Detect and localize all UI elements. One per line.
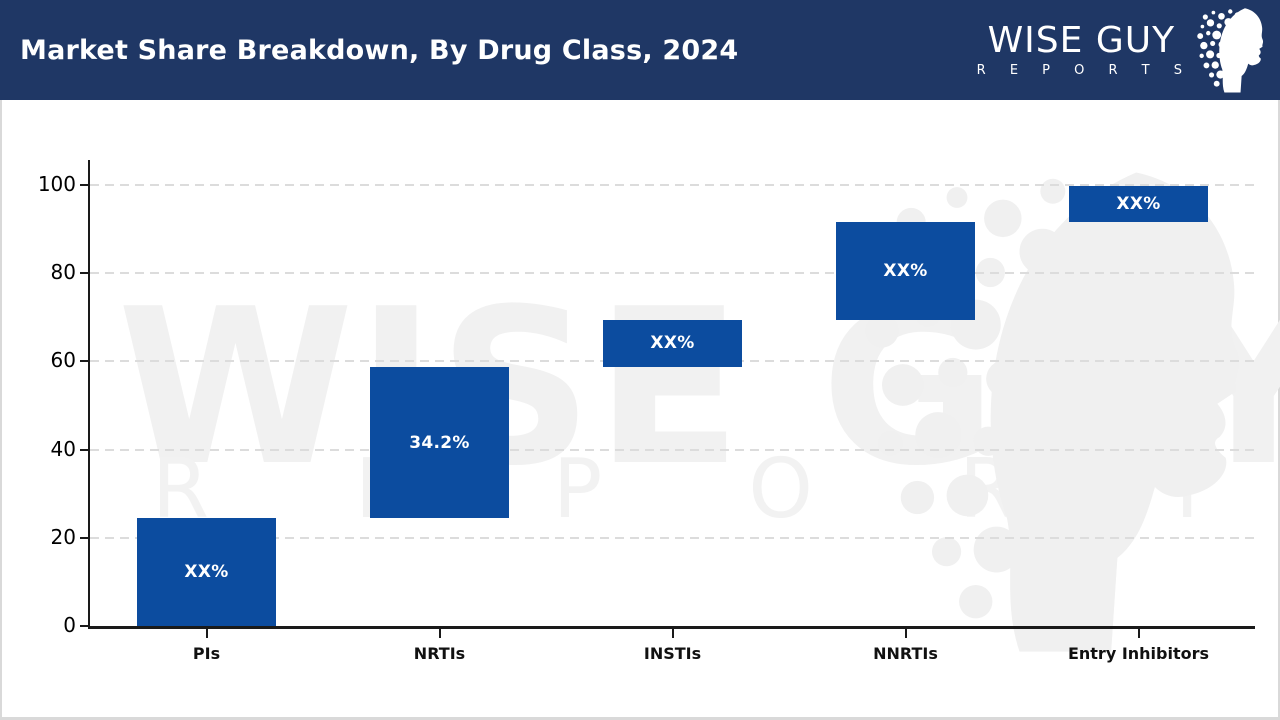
bar-label-entry-inhibitors: XX% [1116,194,1161,215]
wiseguy-wordmark-reports: R E P O R T S [976,63,1192,78]
x-tick-3 [904,629,907,638]
y-tick-100 [80,184,88,186]
header-bar: Market Share Breakdown, By Drug Class, 2… [0,0,1280,100]
y-tick-60 [80,360,88,363]
y-tick-40 [80,448,88,451]
x-tick-1 [438,629,441,638]
y-tick-label-80: 80 [50,260,76,285]
wiseguy-wordmark: WISE GUY R E P O R T S [971,20,1192,79]
bar-label-pis: XX% [184,561,229,582]
wiseguy-wordmark-main: WISE GUY [987,20,1176,61]
x-axis [88,626,1255,629]
bar-entry-inhibitors: XX% [1069,185,1208,223]
bar-pis: XX% [137,517,276,626]
gridline-40 [90,448,1255,451]
x-tick-0 [205,629,208,638]
gridline-80 [90,272,1255,275]
bar-label-instis: XX% [650,333,695,354]
bar-nrtis: 34.2% [370,367,509,518]
bar-nnrtis: XX% [836,222,975,320]
head-dots-icon [1197,8,1264,93]
y-tick-0 [80,625,88,627]
y-axis [88,160,90,629]
y-tick-20 [80,536,88,539]
gridline-100 [90,184,1255,186]
x-tick-label-0: PIs [192,644,221,663]
x-tick-label-2: INSTIs [643,644,702,663]
x-tick-2 [671,629,674,638]
page-title: Market Share Breakdown, By Drug Class, 2… [20,34,739,66]
gridline-20 [90,536,1255,539]
wiseguy-logo: WISE GUY R E P O R T S [971,4,1268,96]
bar-instis: XX% [603,319,742,368]
watermark-head-icon [865,172,1240,652]
y-tick-label-100: 100 [37,172,76,196]
bar-label-nrtis: 34.2% [409,432,470,453]
y-tick-label-60: 60 [50,348,76,373]
y-tick-label-20: 20 [50,524,76,549]
y-tick-label-40: 40 [50,436,76,461]
y-tick-80 [80,272,88,275]
chart-area: WISE GUY R E P O R T S 020406080100XX%PI… [0,100,1280,720]
x-tick-label-1: NRTIs [413,644,466,663]
x-tick-label-4: Entry Inhibitors [1067,644,1210,663]
x-tick-4 [1137,629,1140,638]
x-tick-label-3: NNRTIs [873,644,938,663]
bar-label-nnrtis: XX% [883,260,928,281]
y-tick-label-0: 0 [63,613,76,637]
